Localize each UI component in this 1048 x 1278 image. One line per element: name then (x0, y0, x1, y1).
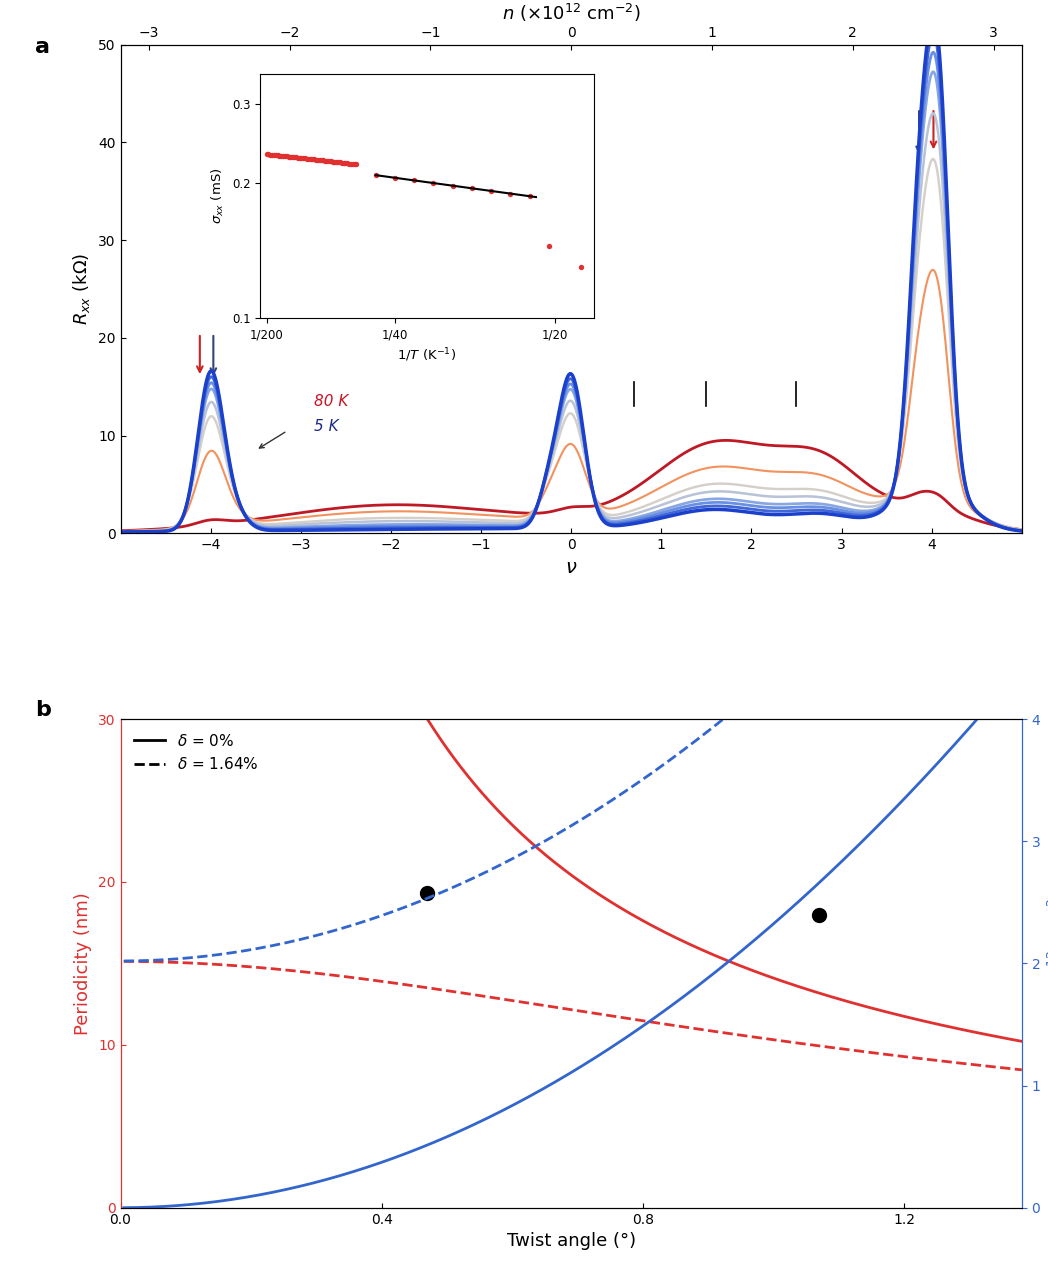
Point (419, 883, 436, 904)
Text: 80 K: 80 K (314, 395, 349, 409)
X-axis label: $\nu$: $\nu$ (565, 557, 577, 576)
Y-axis label: $R_{xx}$ (k$\Omega$): $R_{xx}$ (k$\Omega$) (71, 253, 92, 325)
Text: 5 K: 5 K (314, 419, 339, 433)
Legend: $\delta$ = 0%, $\delta$ = 1.64%: $\delta$ = 0%, $\delta$ = 1.64% (128, 727, 265, 778)
Y-axis label: Periodicity (nm): Periodicity (nm) (74, 892, 92, 1035)
X-axis label: Twist angle (°): Twist angle (°) (506, 1232, 636, 1250)
Y-axis label: $n_s$ ($\times$10$^{12}$ cm$^{-2}$): $n_s$ ($\times$10$^{12}$ cm$^{-2}$) (1046, 891, 1048, 1036)
Point (811, 905, 828, 925)
Text: a: a (35, 37, 50, 58)
X-axis label: $n$ ($\times$10$^{12}$ cm$^{-2}$): $n$ ($\times$10$^{12}$ cm$^{-2}$) (502, 3, 640, 24)
Text: b: b (35, 699, 50, 720)
